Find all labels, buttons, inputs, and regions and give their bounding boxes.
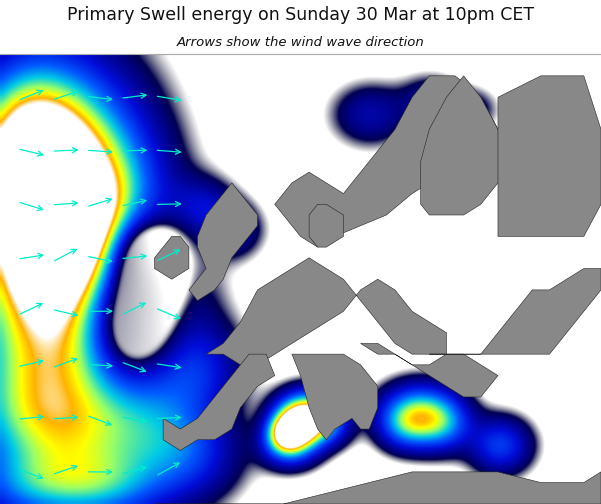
Polygon shape [206, 258, 447, 365]
Text: Arrows show the wind wave direction: Arrows show the wind wave direction [177, 36, 424, 49]
Text: Primary Swell energy on Sunday 30 Mar at 10pm CET: Primary Swell energy on Sunday 30 Mar at… [67, 6, 534, 24]
Polygon shape [498, 76, 601, 236]
Polygon shape [189, 183, 258, 300]
Polygon shape [429, 269, 601, 354]
Polygon shape [154, 236, 189, 279]
Polygon shape [275, 76, 498, 247]
Polygon shape [154, 472, 601, 504]
Polygon shape [292, 354, 378, 440]
Polygon shape [361, 343, 498, 397]
Polygon shape [421, 76, 515, 215]
Polygon shape [163, 354, 275, 451]
Polygon shape [309, 204, 343, 247]
